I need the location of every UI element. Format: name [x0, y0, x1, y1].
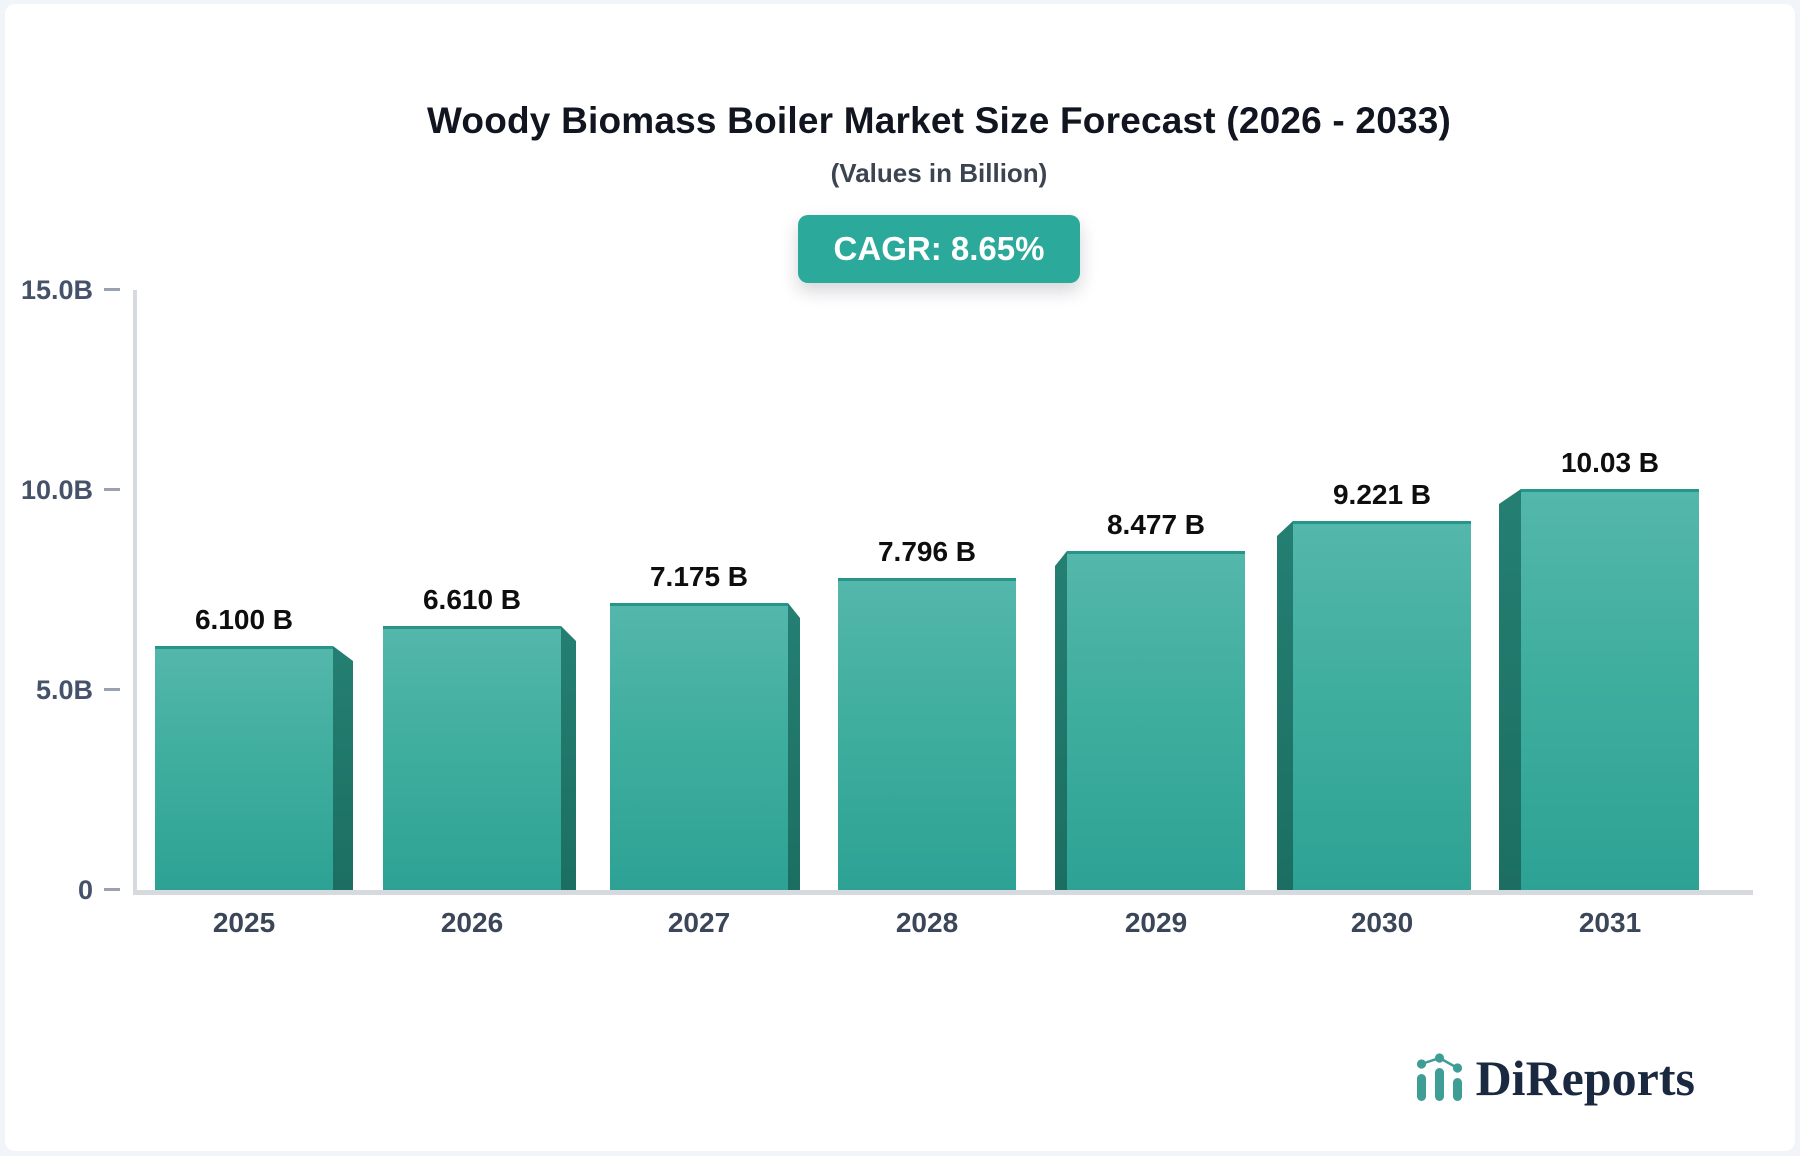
y-axis-tick-label: 0 [77, 875, 93, 905]
y-axis-tick-label: 10.0B [20, 475, 93, 505]
x-axis-label-2027: 2027 [667, 907, 731, 938]
y-axis-tick-mark [104, 288, 120, 291]
bar-2031[interactable] [1521, 489, 1699, 890]
bar-side-2025 [333, 646, 353, 890]
bar-side-2026 [561, 626, 576, 890]
x-axis-label-2025: 2025 [212, 907, 276, 938]
bar-value-label: 6.610 B [422, 584, 522, 615]
chart-subtitle: (Values in Billion) [830, 158, 1048, 188]
y-axis-tick-label: 5.0B [35, 675, 93, 705]
bar-value-label: 6.100 B [194, 604, 294, 635]
y-axis-line [133, 290, 137, 890]
bar-value-label: 10.03 B [1560, 447, 1660, 478]
chart-card: Woody Biomass Boiler Market Size Forecas… [5, 4, 1795, 1151]
x-axis-label-2030: 2030 [1350, 907, 1414, 938]
mini-bar-line-chart-icon [1416, 1053, 1462, 1101]
chart-title: Woody Biomass Boiler Market Size Forecas… [426, 100, 1452, 141]
chart-header: Woody Biomass Boiler Market Size Forecas… [135, 4, 1743, 283]
bar-chart-plot-area: 15.0B 10.0B 5.0B 0 6.100 B 2025 6.610 B 2026 7.1… [5, 4, 1795, 1151]
x-axis-label-2029: 2029 [1124, 907, 1188, 938]
bar-2026[interactable] [383, 626, 561, 890]
y-axis-tick-mark [104, 688, 120, 691]
bar-2029[interactable] [1067, 551, 1245, 890]
x-axis-label-2026: 2026 [440, 907, 504, 938]
bar-side-2029 [1055, 551, 1067, 890]
bar-value-label: 9.221 B [1332, 479, 1432, 510]
y-axis-tick-label: 15.0B [20, 275, 93, 305]
bar-value-label: 7.796 B [877, 536, 977, 567]
bar-side-2027 [788, 603, 800, 890]
direports-logo[interactable]: DiReports [1412, 1053, 1695, 1103]
logo-text: DiReports [1475, 1050, 1695, 1106]
x-axis-label-2031: 2031 [1578, 907, 1642, 938]
bar-value-label: 8.477 B [1106, 509, 1206, 540]
bar-2027[interactable] [610, 603, 788, 890]
bar-2028[interactable] [838, 578, 1016, 890]
bar-2025[interactable] [155, 646, 333, 890]
x-axis-line [133, 890, 1753, 895]
cagr-badge: CAGR: 8.65% [797, 215, 1081, 283]
bar-side-2030 [1277, 521, 1293, 890]
bar-2030[interactable] [1293, 521, 1471, 890]
bar-side-2031 [1499, 489, 1521, 890]
x-axis-label-2028: 2028 [895, 907, 959, 938]
bar-value-label: 7.175 B [649, 561, 749, 592]
y-axis-tick-mark [104, 488, 120, 491]
y-axis-tick-mark [104, 888, 120, 891]
